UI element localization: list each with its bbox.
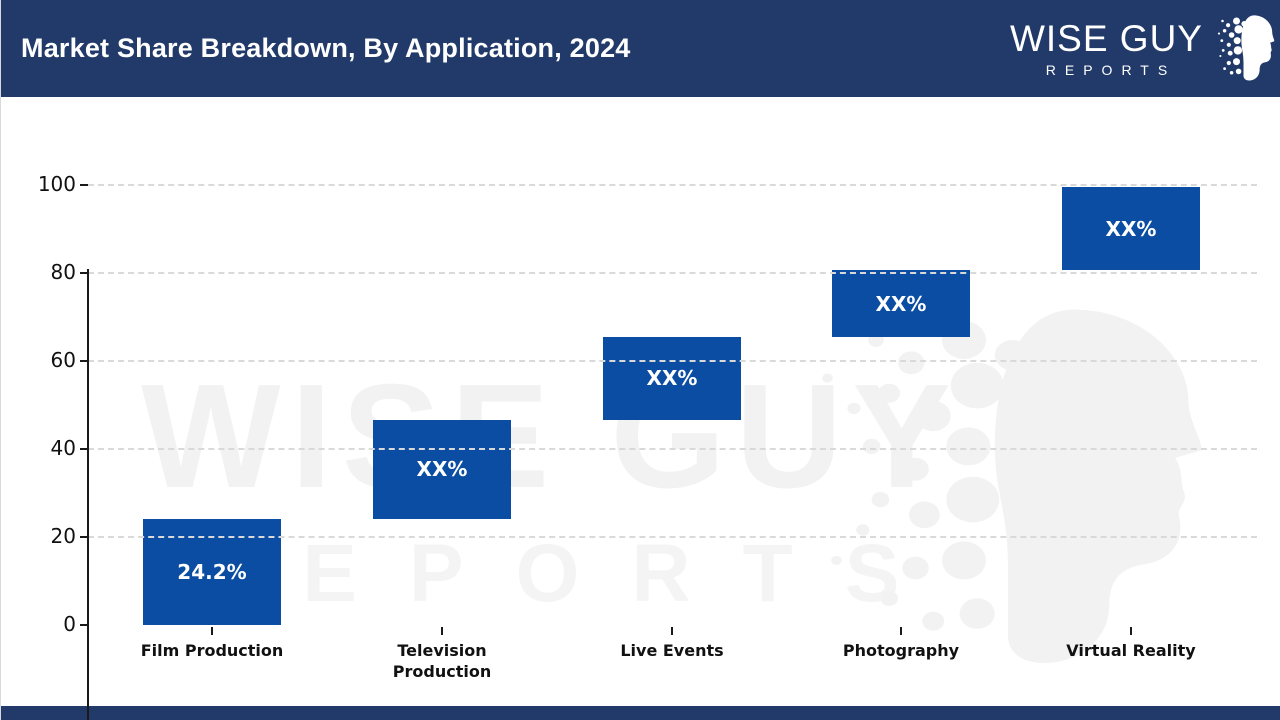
x-tick-mark xyxy=(1130,627,1132,635)
gridline xyxy=(88,448,1257,450)
bar xyxy=(373,419,511,519)
x-tick-label: Television Production xyxy=(392,641,492,681)
wise-guy-logo: WISE GUY REPORTS xyxy=(1010,6,1275,92)
x-tick-mark xyxy=(441,627,443,635)
x-tick-label: Photography xyxy=(842,641,960,660)
bar-value-label: XX% xyxy=(416,457,468,482)
bar-value-label: XX% xyxy=(1105,216,1157,241)
bar-value-label: XX% xyxy=(875,291,927,316)
y-tick-mark xyxy=(80,360,88,362)
y-tick-mark xyxy=(80,184,88,186)
x-tick-label: Virtual Reality xyxy=(1066,641,1196,660)
y-tick-mark xyxy=(80,448,88,450)
watermark-wordmark: WISE GUY xyxy=(141,354,962,519)
chart-area: WISE GUY REPORTS 0 20 40 60 80 100 24.2% Film P… xyxy=(1,97,1280,720)
x-tick-mark xyxy=(671,627,673,635)
gridline xyxy=(88,272,1257,274)
y-tick-mark xyxy=(80,536,88,538)
x-tick-label: Live Events xyxy=(620,641,724,660)
x-tick-mark xyxy=(211,627,213,635)
logo-face-icon xyxy=(1217,15,1275,81)
header-band: Market Share Breakdown, By Application, … xyxy=(1,0,1280,97)
page-title: Market Share Breakdown, By Application, … xyxy=(21,33,631,63)
y-tick-label: 60 xyxy=(50,348,76,372)
y-tick-label: 100 xyxy=(37,172,76,196)
footer-band xyxy=(1,706,1280,720)
y-tick-label: 40 xyxy=(50,436,76,460)
watermark-face-icon xyxy=(812,309,1202,663)
y-tick-mark xyxy=(80,624,88,626)
gridline xyxy=(88,184,1257,186)
logo-wordmark: WISE GUY xyxy=(1009,18,1203,60)
bar-value-label: XX% xyxy=(646,366,698,391)
bar xyxy=(1062,187,1200,271)
bar xyxy=(603,336,741,420)
x-tick-label: Film Production xyxy=(140,641,284,660)
y-tick-label: 20 xyxy=(50,524,76,548)
watermark-subtext: REPORTS xyxy=(191,528,952,619)
logo-text: WISE GUY REPORTS xyxy=(1009,18,1203,78)
y-tick-mark xyxy=(80,272,88,274)
y-tick-label: 0 xyxy=(63,612,76,636)
logo-subtext: REPORTS xyxy=(1045,61,1177,78)
y-tick-label: 80 xyxy=(50,260,76,284)
gridline xyxy=(88,360,1257,362)
bar-value-label: 24.2% xyxy=(177,559,247,584)
y-axis-line xyxy=(87,269,89,720)
gridline xyxy=(88,536,1257,538)
x-tick-mark xyxy=(900,627,902,635)
bar xyxy=(832,270,970,337)
